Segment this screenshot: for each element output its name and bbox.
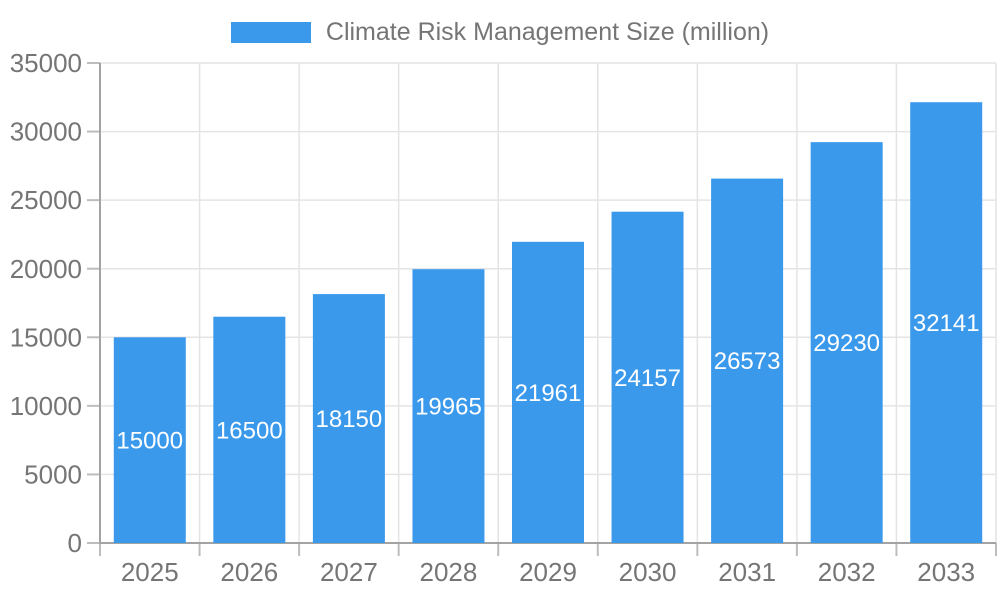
y-axis-tick-label: 25000	[10, 185, 82, 215]
bar-2031[interactable]	[711, 178, 784, 543]
bar-2032[interactable]	[810, 142, 883, 544]
y-axis-tick-label: 10000	[10, 391, 82, 421]
bar-2029[interactable]	[512, 241, 584, 544]
bar-2026[interactable]	[213, 316, 286, 543]
bar-2033[interactable]	[910, 102, 983, 544]
bar-value-label: 32141	[913, 310, 980, 337]
x-axis-tick-label: 2026	[220, 557, 278, 587]
legend: Climate Risk Management Size (million)	[0, 20, 1000, 45]
bar-value-label: 18150	[316, 406, 383, 433]
y-axis-tick-label: 5000	[24, 460, 82, 490]
y-axis-tick-label: 20000	[10, 254, 82, 284]
bar-2030[interactable]	[611, 211, 684, 544]
bar-value-label: 29230	[813, 330, 880, 357]
bar-value-label: 21961	[515, 380, 582, 407]
x-axis-tick-label: 2029	[519, 557, 577, 587]
bar-2025[interactable]	[113, 337, 186, 543]
x-axis-tick-label: 2031	[718, 557, 776, 587]
x-axis-tick-label: 2033	[917, 557, 975, 587]
bar-2028[interactable]	[412, 269, 485, 543]
bar-value-label: 24157	[614, 365, 681, 392]
bar-value-label: 16500	[216, 417, 283, 444]
y-axis-tick-label: 30000	[10, 117, 82, 147]
y-axis-tick-label: 15000	[10, 322, 82, 352]
y-axis-tick-label: 0	[68, 528, 82, 558]
legend-item[interactable]: Climate Risk Management Size (million)	[230, 18, 770, 46]
bar-value-label: 26573	[714, 348, 781, 375]
x-axis-tick-label: 2028	[420, 557, 478, 587]
legend-swatch-icon	[230, 22, 311, 43]
x-axis-tick-label: 2025	[121, 557, 179, 587]
legend-label: Climate Risk Management Size (million)	[325, 18, 770, 46]
x-axis-tick-label: 2027	[320, 557, 378, 587]
x-axis-tick-label: 2032	[818, 557, 876, 587]
bar-value-label: 19965	[415, 393, 482, 420]
y-axis-tick-label: 35000	[10, 48, 82, 78]
bar-2027[interactable]	[312, 294, 385, 543]
x-axis-tick-label: 2030	[619, 557, 677, 587]
bar-value-label: 15000	[116, 428, 183, 455]
